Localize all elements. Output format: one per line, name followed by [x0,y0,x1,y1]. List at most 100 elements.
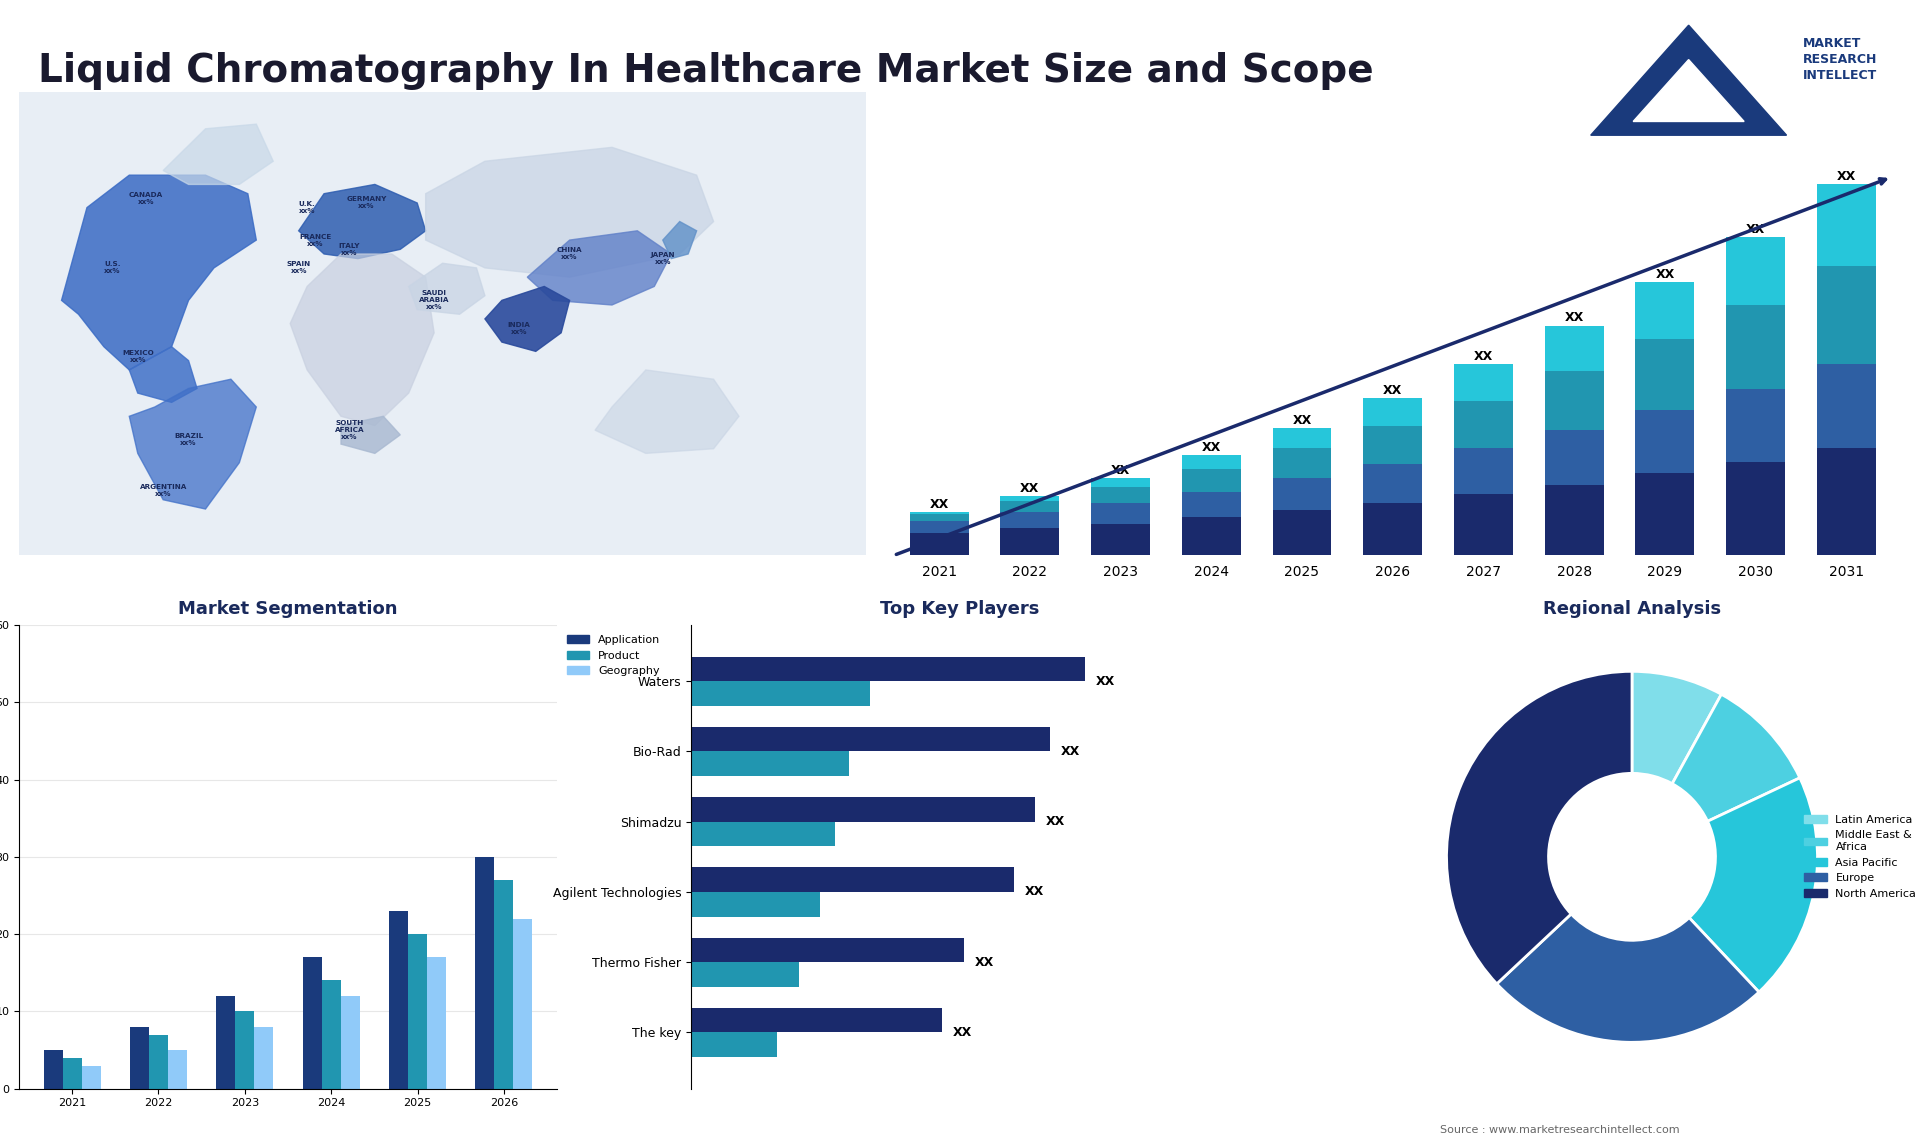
Bar [1000,512,1060,528]
Polygon shape [129,347,198,402]
Text: BRAZIL
xx%: BRAZIL xx% [175,433,204,446]
Bar [236,1012,253,1089]
Text: ARGENTINA
xx%: ARGENTINA xx% [140,484,186,497]
Bar [1816,364,1876,448]
Text: CHINA
xx%: CHINA xx% [557,248,582,260]
Polygon shape [61,175,255,370]
Polygon shape [342,416,399,454]
Bar [910,533,968,556]
Text: XX: XX [952,1026,972,1039]
Bar [513,919,532,1089]
Bar [1816,448,1876,556]
Bar [1183,492,1240,517]
Bar [131,1027,150,1089]
Text: XX: XX [1382,384,1402,398]
Text: XX: XX [1025,886,1044,898]
Bar [910,512,968,515]
Bar [1183,517,1240,556]
Text: XX: XX [1046,815,1066,829]
Bar [1453,364,1513,401]
Bar [1816,266,1876,364]
Text: XX: XX [1096,675,1116,688]
Text: XX: XX [1112,464,1131,477]
Bar [390,911,409,1089]
Text: SPAIN
xx%: SPAIN xx% [286,261,311,274]
Polygon shape [486,286,570,352]
Text: U.K.
xx%: U.K. xx% [300,201,315,214]
Bar [1636,339,1693,410]
Text: MEXICO
xx%: MEXICO xx% [121,350,154,362]
Polygon shape [300,185,426,259]
Text: XX: XX [1745,222,1764,236]
Bar [1363,425,1423,464]
Polygon shape [290,254,434,425]
Bar [1273,448,1331,478]
Text: FRANCE
xx%: FRANCE xx% [300,234,332,246]
Bar [1273,510,1331,556]
Bar [1546,325,1603,371]
Polygon shape [129,379,255,509]
Text: XX: XX [929,499,948,511]
Bar [1726,305,1786,390]
Bar [1363,399,1423,425]
Polygon shape [409,264,486,314]
Title: Market Segmentation: Market Segmentation [179,599,397,618]
Bar [1363,503,1423,556]
Text: GERMANY
xx%: GERMANY xx% [346,196,386,210]
Bar [691,681,870,706]
Bar [691,822,835,846]
Legend: Latin America, Middle East &
Africa, Asia Pacific, Europe, North America: Latin America, Middle East & Africa, Asi… [1799,810,1920,903]
Bar [1000,496,1060,501]
Bar [1726,237,1786,305]
Text: XX: XX [1475,350,1494,363]
Bar [340,996,359,1089]
Polygon shape [426,148,714,277]
Text: XX: XX [1292,414,1311,426]
Bar [1183,469,1240,492]
Text: CANADA
xx%: CANADA xx% [129,191,163,205]
Bar [1000,528,1060,556]
Bar [303,957,323,1089]
Bar [1636,473,1693,556]
Text: XX: XX [1202,441,1221,454]
Text: SAUDI
ARABIA
xx%: SAUDI ARABIA xx% [419,290,449,311]
Bar [1183,455,1240,469]
Bar [691,937,964,963]
Bar [150,1035,167,1089]
Bar [1546,430,1603,485]
Text: U.S.
xx%: U.S. xx% [104,261,121,274]
Bar [691,1007,943,1033]
Bar [691,892,820,917]
Text: XX: XX [1020,482,1039,495]
Bar [1363,464,1423,503]
Bar [476,857,493,1089]
Bar [910,515,968,521]
Text: XX: XX [1060,745,1079,758]
Bar [691,752,849,776]
Text: MARKET
RESEARCH
INTELLECT: MARKET RESEARCH INTELLECT [1803,37,1878,83]
Polygon shape [595,370,739,454]
Bar [1453,494,1513,556]
Bar [691,727,1050,752]
Wedge shape [1498,915,1759,1043]
Bar [1546,371,1603,430]
Bar [323,981,340,1089]
Bar [1273,478,1331,510]
Bar [217,996,236,1089]
Bar [691,657,1085,681]
Bar [1091,524,1150,556]
Wedge shape [1632,672,1722,784]
Bar [63,1058,83,1089]
Polygon shape [662,221,697,259]
Bar [1636,410,1693,473]
Bar [253,1027,273,1089]
Bar [83,1066,100,1089]
Legend: Application, Product, Geography: Application, Product, Geography [563,630,664,681]
Bar [1000,501,1060,512]
Bar [1091,478,1150,487]
Wedge shape [1690,778,1818,992]
Text: Source : www.marketresearchintellect.com: Source : www.marketresearchintellect.com [1440,1124,1680,1135]
Polygon shape [163,124,273,185]
Text: Liquid Chromatography In Healthcare Market Size and Scope: Liquid Chromatography In Healthcare Mark… [38,52,1375,89]
Text: XX: XX [1655,268,1674,281]
